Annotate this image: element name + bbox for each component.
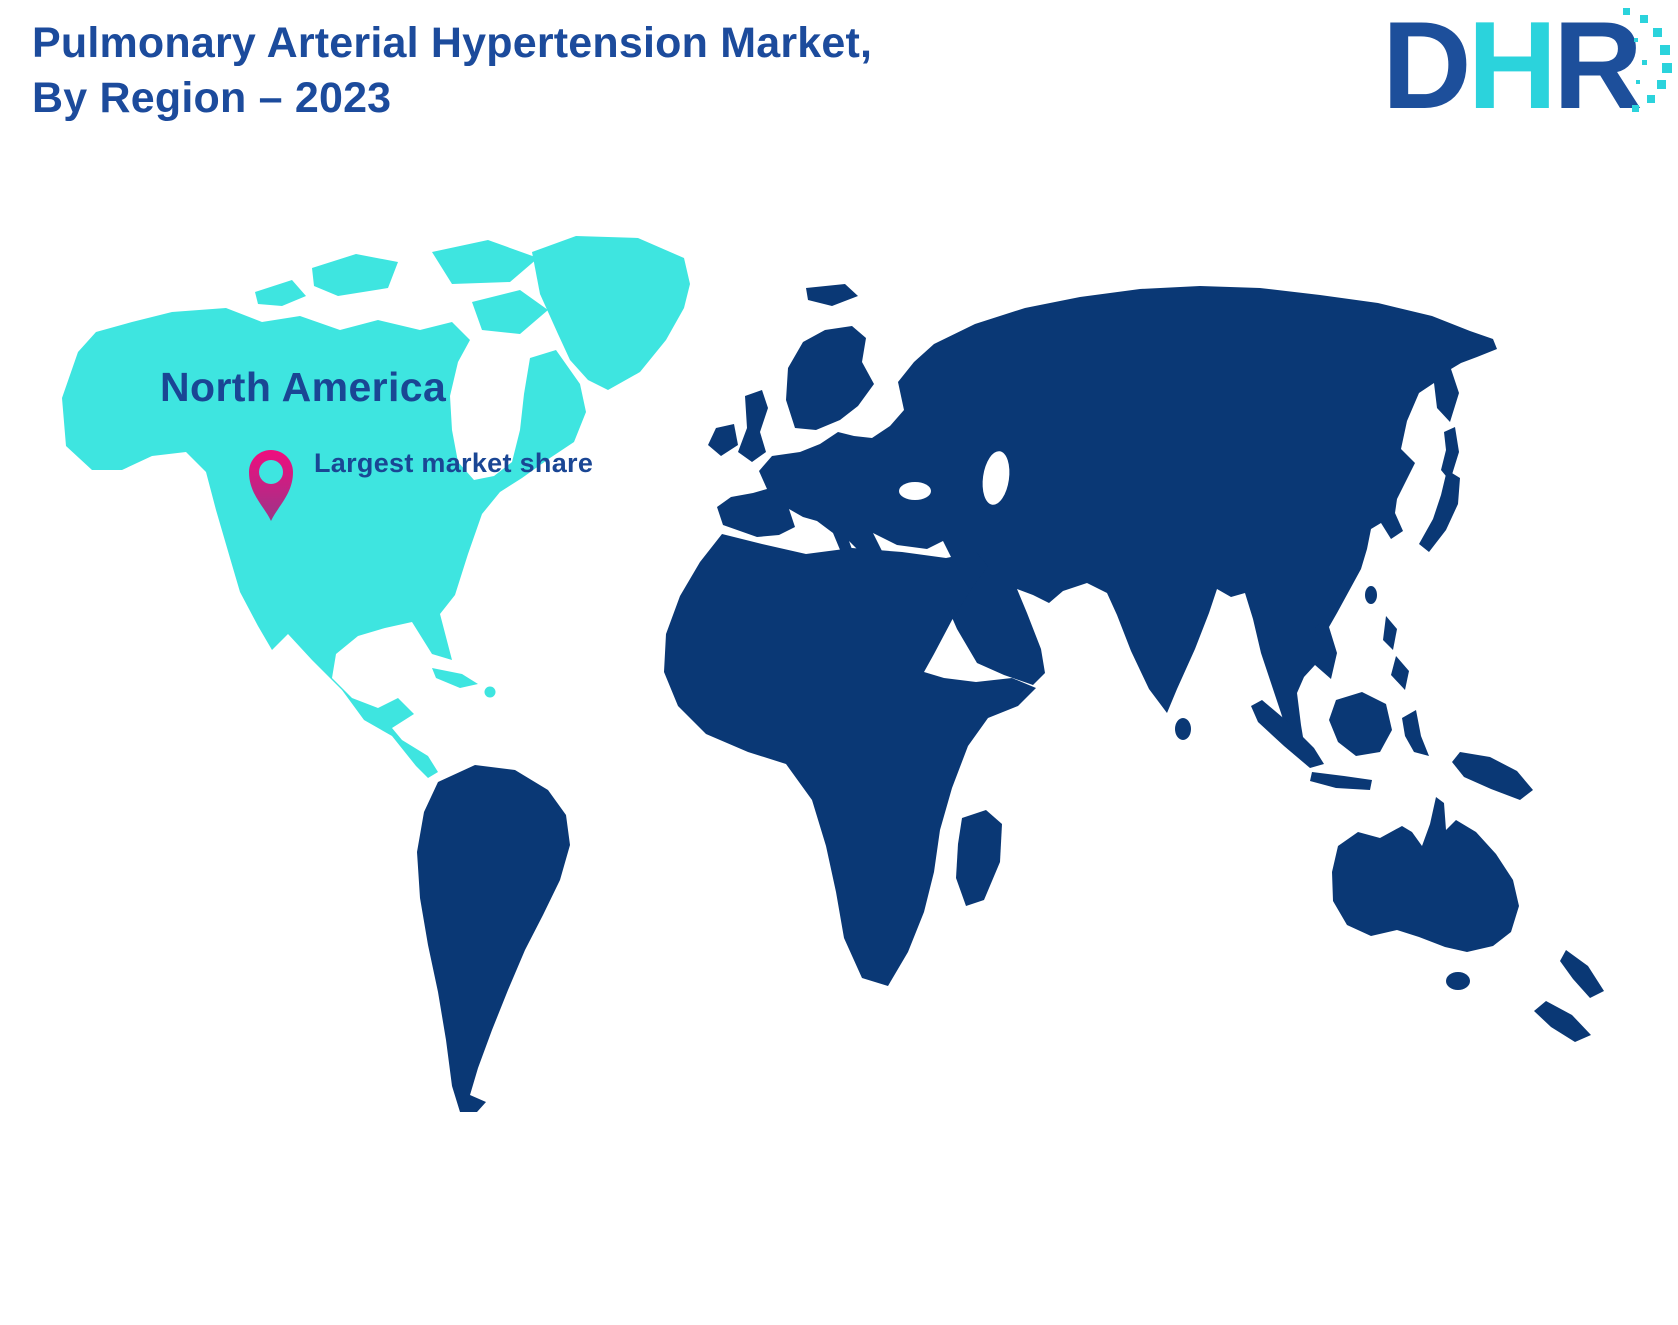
hispaniola xyxy=(484,686,496,698)
borneo xyxy=(1329,692,1392,756)
arctic-island-3 xyxy=(432,240,538,284)
philippines-south xyxy=(1391,656,1409,690)
region-label-north-america: North America xyxy=(160,364,447,410)
cuba xyxy=(432,668,478,688)
continent-africa xyxy=(664,534,1036,986)
logo-dots-arc-icon xyxy=(1623,8,1672,112)
continent-south-america xyxy=(417,765,570,1112)
arctic-island-2 xyxy=(312,254,398,296)
new-zealand-south xyxy=(1534,1001,1591,1042)
arctic-island-1 xyxy=(255,280,306,306)
tasmania xyxy=(1446,972,1470,990)
sulawesi xyxy=(1402,710,1429,756)
great-britain xyxy=(738,390,768,462)
dhr-logo-text: DHR xyxy=(1382,4,1643,128)
annotation-largest-market-share: Largest market share xyxy=(314,448,594,478)
scandinavia xyxy=(786,326,874,430)
japan xyxy=(1419,470,1460,552)
taiwan xyxy=(1365,586,1377,604)
page-title-line1: Pulmonary Arterial Hypertension Market, xyxy=(32,19,873,67)
region-rest-of-world xyxy=(417,284,1604,1112)
greenland xyxy=(532,236,690,390)
new-zealand-north xyxy=(1560,950,1604,998)
java xyxy=(1310,772,1372,790)
sakhalin xyxy=(1441,427,1459,481)
sri-lanka xyxy=(1175,718,1191,740)
hainan xyxy=(1315,624,1327,636)
dhr-logo: DHR xyxy=(1382,0,1678,150)
pin-hole xyxy=(259,460,283,484)
north-america-mainland xyxy=(62,308,586,778)
page-title-line2: By Region – 2023 xyxy=(32,74,392,123)
new-guinea xyxy=(1452,752,1533,800)
baffin-island xyxy=(472,290,548,334)
logo-letter-r: R xyxy=(1553,0,1643,135)
page-title: Pulmonary Arterial Hypertension Market, … xyxy=(32,16,872,126)
madagascar xyxy=(956,810,1002,906)
black-sea xyxy=(899,482,931,500)
location-pin-icon xyxy=(249,450,293,521)
australia xyxy=(1332,797,1519,952)
region-north-america xyxy=(62,236,690,778)
logo-letter-d: D xyxy=(1382,0,1472,135)
iceland xyxy=(806,284,858,306)
caspian-sea xyxy=(982,451,1010,505)
sumatra xyxy=(1251,700,1324,768)
philippines-north xyxy=(1383,616,1397,650)
logo-letter-h: H xyxy=(1467,0,1558,135)
continent-eurasia xyxy=(717,286,1497,749)
ireland xyxy=(708,424,738,456)
